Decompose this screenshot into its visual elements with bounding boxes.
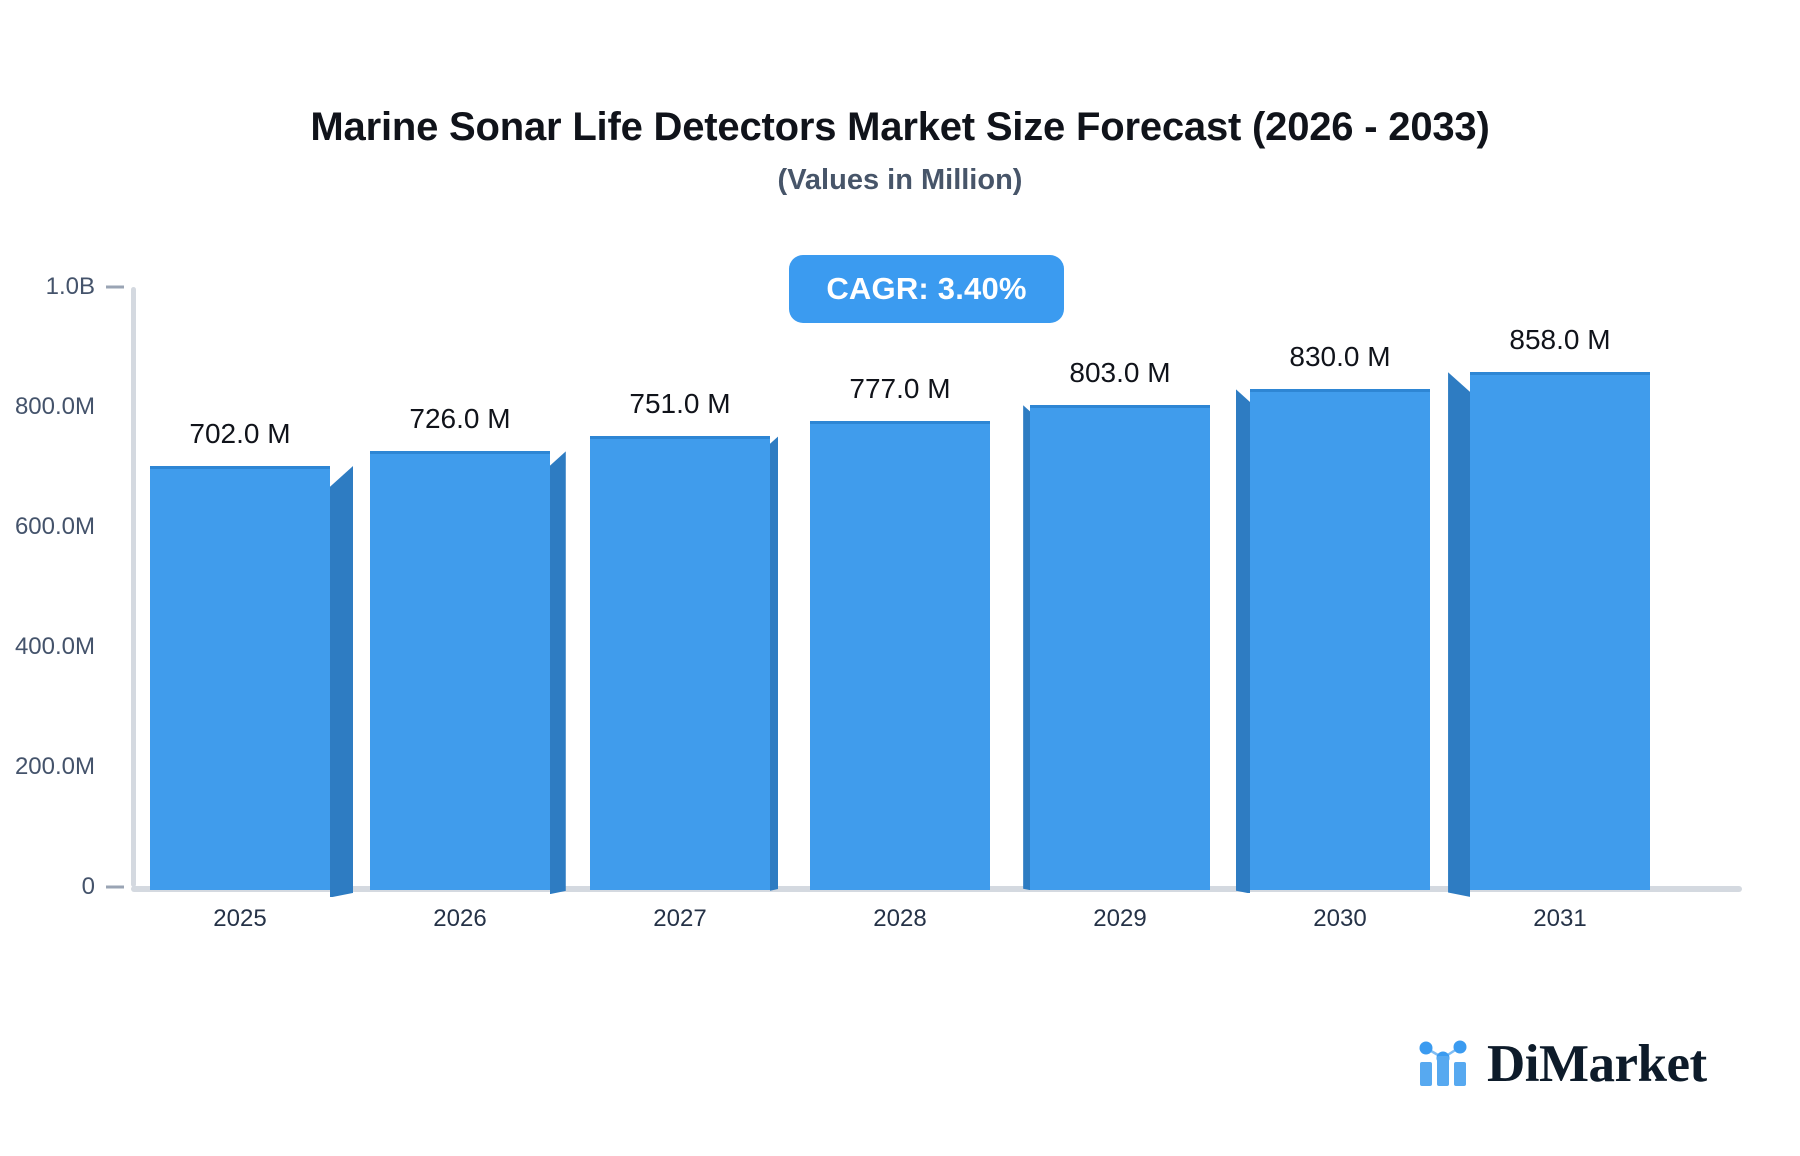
y-axis-tick-label: 0 [81,873,95,900]
bar-value-label: 751.0 M [629,388,731,420]
x-axis-tick-label: 2029 [1093,905,1147,932]
bar-side-face [1448,372,1470,897]
bar-side-face [550,451,566,894]
bar-value-label: 726.0 M [409,403,511,435]
bar-front-face [1250,389,1430,890]
y-axis-tick-mark [106,285,124,289]
x-axis-tick-label: 2030 [1313,905,1367,932]
bar-side-face [1023,405,1030,890]
x-axis-tick-label: 2031 [1533,905,1587,932]
bar-value-label: 858.0 M [1509,324,1611,356]
bar[interactable] [1030,405,1210,887]
y-axis-line [131,287,136,887]
bar-value-label: 830.0 M [1289,341,1391,372]
bar-front-face [150,465,330,890]
y-axis-tick-label: 1.0B [45,273,95,300]
x-axis-tick-label: 2028 [873,905,927,932]
x-axis-tick-label: 2025 [213,905,267,932]
y-axis-tick-label: 600.0M [14,513,95,540]
bar-value-label: 803.0 M [1069,357,1171,389]
bar-front-face [590,436,770,890]
bar[interactable] [1470,372,1650,887]
page-title: Marine Sonar Life Detectors Market Size … [310,105,1490,149]
bar-value-label: 777.0 M [849,372,951,404]
y-axis-tick-label: 800.0M [14,393,95,420]
bar-value-label: 702.0 M [189,417,291,449]
cagr-badge: CAGR: 3.40% [789,255,1064,323]
bar-side-face [1236,389,1250,893]
brand-wordmark: DiMarket [1487,1035,1707,1093]
y-axis-tick-mark [106,885,124,889]
x-axis-tick-label: 2026 [433,905,487,932]
bar-side-face [770,436,778,890]
bar-side-face [330,466,353,898]
bar-front-face [370,451,550,890]
y-axis-tick-label: 400.0M [14,633,95,660]
y-axis-tick-label: 200.0M [14,753,95,780]
bar-front-face [810,420,990,890]
bar-front-face [1030,405,1210,890]
brand-logo: DiMarket [1415,1035,1707,1094]
x-axis-tick-label: 2027 [653,905,707,932]
bar-chart-logo-icon [1415,1035,1471,1094]
bar[interactable] [370,451,550,887]
bar[interactable] [1250,389,1430,887]
bar[interactable] [810,420,990,890]
bar-front-face [1470,372,1650,890]
bar[interactable] [150,465,330,890]
chart-subtitle: (Values in Million) [777,164,1023,196]
cagr-badge-label: CAGR: 3.40% [826,271,1027,306]
bar[interactable] [590,436,770,887]
